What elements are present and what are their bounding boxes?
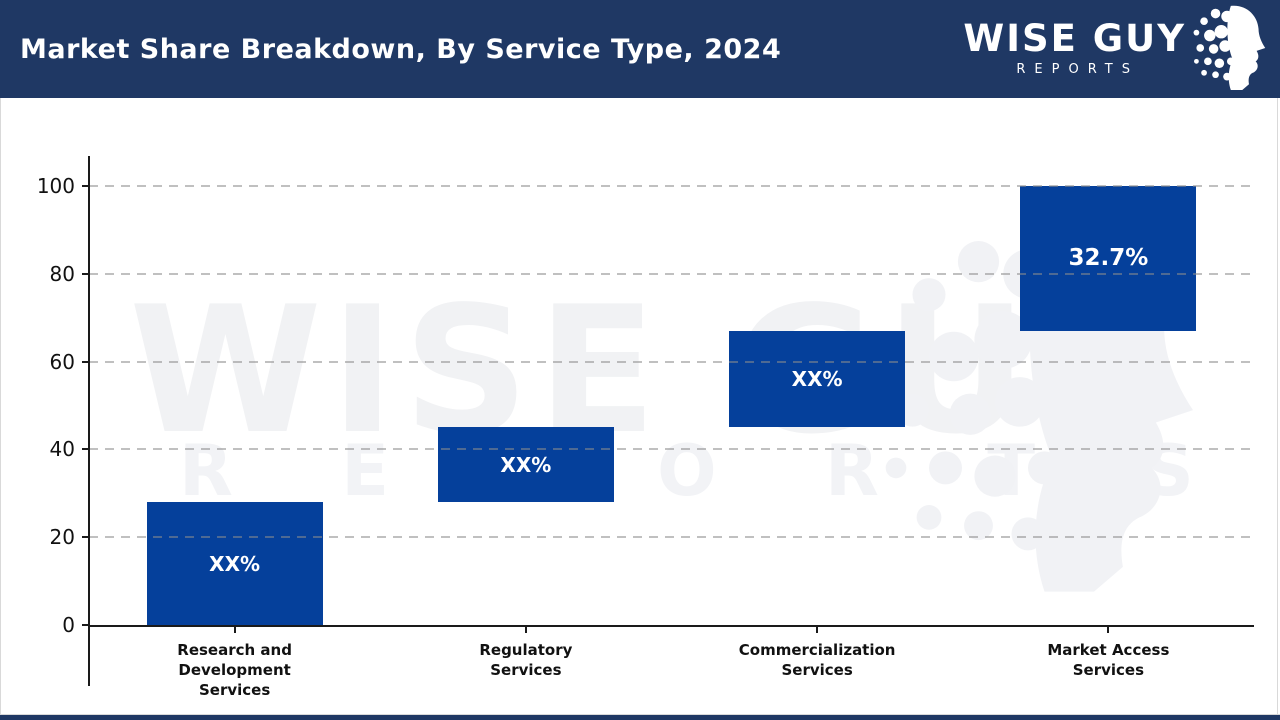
y-tick [82,536,89,539]
bar-segment: 32.7% [1020,186,1197,331]
bar-value-label: XX% [500,452,552,477]
x-axis-spine [89,625,1254,627]
category-label-line: Services [1072,661,1145,679]
category-label-line: Regulatory [479,641,573,659]
y-tick-label: 40 [49,437,75,462]
y-tick-label: 60 [49,349,75,374]
category-label: Regulatory Services [406,640,646,680]
watermark-text: WISE GUY [129,270,1171,473]
y-tick-label: 20 [49,525,75,550]
x-tick [816,627,819,633]
gridline [89,448,1254,451]
category-label-line: Services [490,661,562,679]
bar-value-label: 32.7% [1068,245,1149,272]
x-tick [233,627,236,633]
x-tick [524,627,527,633]
chart-title: Market Share Breakdown, By Service Type,… [20,33,782,65]
footer-divider [0,714,1280,715]
brand-head-icon [1188,4,1266,94]
bar-segment: XX% [729,330,906,428]
category-label-line: Services [198,681,271,699]
y-tick [82,448,89,451]
brand-name: WISE GUY [963,17,1186,60]
brand-logo: WISE GUY REPORTS [963,4,1266,94]
y-axis-spine [88,156,90,686]
gridline [89,185,1254,187]
brand-subname: REPORTS [1016,62,1139,77]
plot-area: WISE GUY R E P O R T S XX% Research and De… [0,98,1278,714]
category-label: Market Access Services [988,640,1228,680]
footer-band [0,715,1280,720]
gridline [89,536,1254,539]
y-tick [82,185,89,187]
y-tick-label: 100 [36,174,75,198]
brand-logo-text: WISE GUY REPORTS [963,19,1186,79]
y-tick [82,272,89,275]
category-label-line: Commercialization [738,641,896,659]
y-tick [82,624,89,626]
y-tick-label: 0 [62,613,75,637]
y-tick [82,360,89,363]
category-label: Commercialization Services [697,640,937,680]
bar-segment: XX% [146,502,323,625]
x-tick [1107,627,1110,633]
bar-segment: XX% [437,427,614,503]
category-label-line: Research and [177,641,292,659]
header-band: Market Share Breakdown, By Service Type,… [0,0,1280,98]
category-label-line: Market Access [1047,641,1170,659]
bar-value-label: XX% [791,367,843,392]
gridline [89,360,1254,363]
watermark-subtext: R E P O R T S [179,430,1236,512]
y-tick-label: 80 [49,261,75,286]
gridline [89,272,1254,275]
category-label: Research and Development Services [115,640,355,700]
bar-value-label: XX% [209,551,261,576]
category-label-line: Development [178,661,291,679]
category-label-line: Services [781,661,853,679]
